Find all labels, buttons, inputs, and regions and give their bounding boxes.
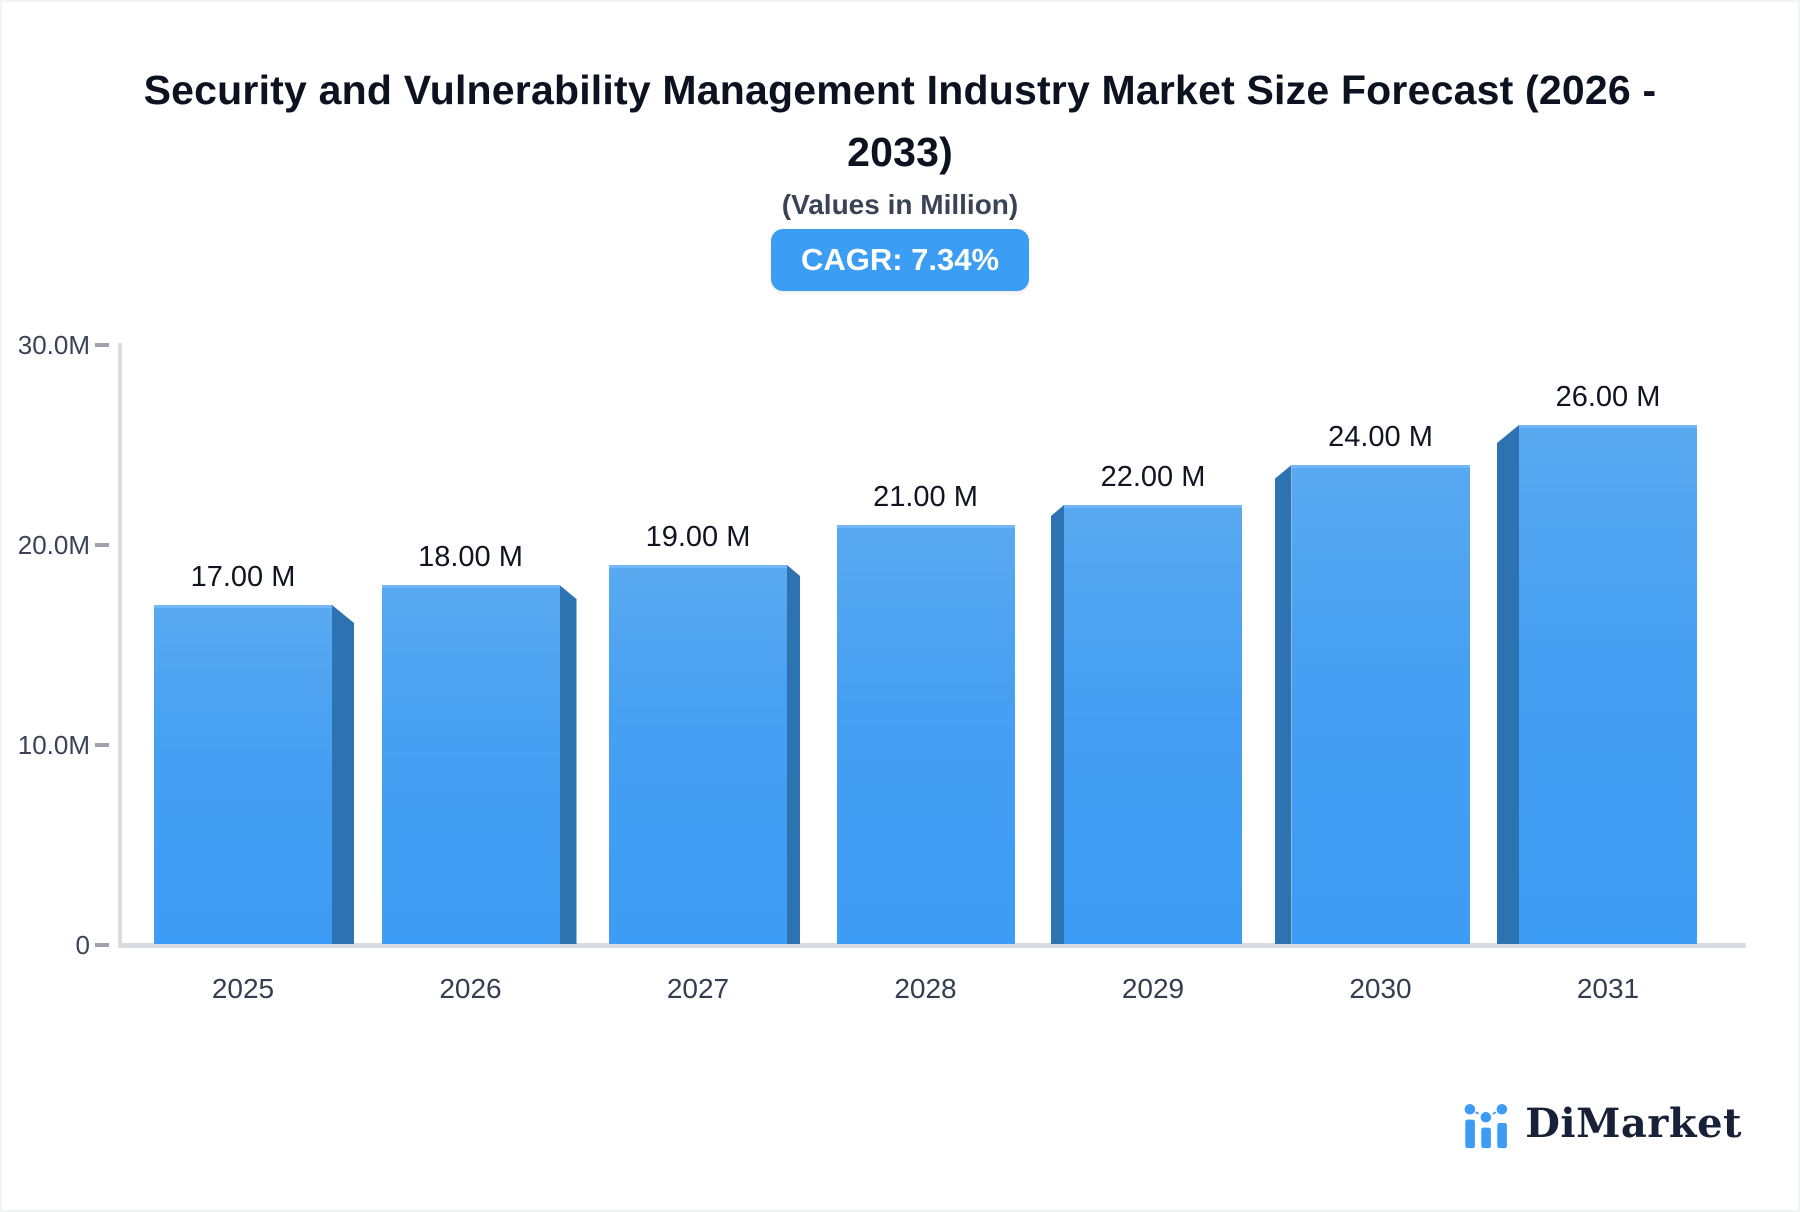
x-axis-label-2027: 2027 bbox=[666, 973, 730, 1004]
bar-value-label: 22.00 M bbox=[1100, 461, 1206, 493]
bar-value-label: 18.00 M bbox=[418, 541, 523, 573]
bar-value-label: 24.00 M bbox=[1328, 421, 1433, 453]
x-axis-label-2031: 2031 bbox=[1576, 973, 1640, 1004]
bar-3d-right-face bbox=[332, 605, 354, 944]
bar-value-label: 26.00 M bbox=[1555, 381, 1661, 413]
x-axis-label-2030: 2030 bbox=[1349, 973, 1412, 1004]
logo-text: DiMarket bbox=[1525, 1099, 1742, 1147]
y-axis-tick-mark bbox=[95, 543, 109, 547]
bar-2030[interactable] bbox=[1291, 465, 1470, 944]
bar-2026[interactable] bbox=[381, 585, 560, 944]
page-subtitle: (Values in Million) bbox=[781, 189, 1019, 220]
y-axis-tick-mark bbox=[95, 943, 109, 947]
x-axis-label-2028: 2028 bbox=[894, 973, 957, 1004]
bar-value-label: 19.00 M bbox=[645, 521, 751, 553]
bar-3d-left-face bbox=[1051, 505, 1064, 944]
y-axis-tick-label: 10.0M bbox=[17, 730, 90, 760]
bar-3d-left-face bbox=[1274, 465, 1292, 944]
bar-value-label: 17.00 M bbox=[190, 561, 296, 593]
y-axis-tick-label: 30.0M bbox=[17, 330, 90, 360]
y-axis-tick-label: 20.0M bbox=[17, 530, 90, 560]
bar-3d-right-face bbox=[787, 565, 800, 944]
x-axis-label-2025: 2025 bbox=[211, 973, 275, 1004]
x-axis-label-2026: 2026 bbox=[439, 973, 502, 1004]
bar-2031[interactable] bbox=[1519, 425, 1697, 944]
bar-3d-right-face bbox=[559, 585, 577, 944]
y-axis-tick-mark bbox=[95, 743, 109, 747]
bar-2025[interactable] bbox=[154, 605, 332, 944]
bar-2027[interactable] bbox=[609, 565, 787, 944]
bar-value-label: 21.00 M bbox=[873, 481, 978, 513]
y-axis-line bbox=[118, 343, 122, 945]
x-axis-baseline bbox=[118, 943, 1746, 948]
bar-2029[interactable] bbox=[1064, 505, 1242, 944]
cagr-badge: CAGR: 7.34% bbox=[770, 229, 1030, 291]
y-axis-tick-label: 0 bbox=[75, 930, 90, 960]
mini-bar-chart-icon bbox=[1463, 1096, 1511, 1150]
x-axis-label-2029: 2029 bbox=[1121, 973, 1185, 1004]
bar-2028[interactable] bbox=[836, 525, 1015, 944]
page-title: Security and Vulnerability Management In… bbox=[143, 67, 1657, 175]
y-axis-tick-mark bbox=[95, 343, 109, 347]
dimarket-logo: DiMarket bbox=[1463, 1096, 1742, 1150]
bar-3d-left-face bbox=[1497, 425, 1519, 944]
